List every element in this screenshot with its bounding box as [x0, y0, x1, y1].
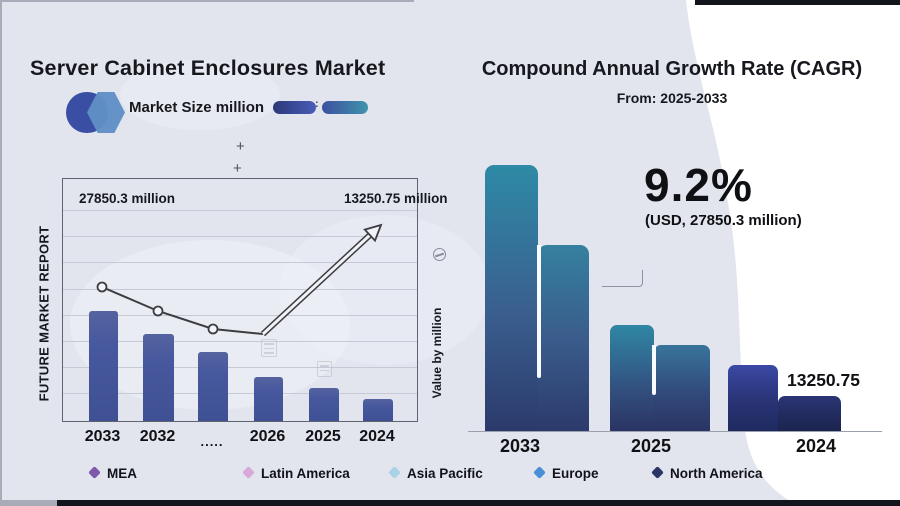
plus-decoration: +: [233, 160, 242, 177]
frame-bottom-bar: [0, 500, 900, 506]
gridline: [63, 393, 417, 395]
gridline: [63, 210, 417, 211]
cagr-year-label-2024: 2024: [795, 436, 837, 456]
cagr-year-label-2033: 2033: [499, 436, 541, 456]
minus-circle-icon: [433, 248, 446, 261]
frame-top-right-bar: [695, 0, 900, 5]
frame-bottom-left-segment: [0, 500, 57, 506]
ratio-separator: :: [315, 98, 319, 110]
cagr-bar-b-2025: [654, 344, 710, 431]
cagr-bar-b-2024: [778, 396, 841, 431]
gridline: [63, 288, 417, 290]
cagr-title: Compound Annual Growth Rate (CAGR): [481, 58, 863, 80]
bar-gap-notch: [652, 344, 656, 395]
cagr-value: 9.2%: [644, 159, 753, 211]
ratio-pill-teal: [322, 101, 368, 114]
value-axis-label: Value by million: [430, 307, 444, 399]
annotation-top-right: 13250.75 million: [344, 191, 448, 206]
gridline: [63, 314, 417, 316]
bar-2025: [309, 388, 339, 421]
cagr-bar-b-2033: [538, 244, 589, 431]
cagr-year-label-2025: 2025: [630, 436, 672, 456]
gridline: [63, 236, 417, 238]
x-axis-label-2033: 2033: [84, 428, 121, 445]
bar-2032: [143, 334, 174, 421]
corner-line-decoration: [602, 270, 643, 287]
cagr-note: (USD, 27850.3 million): [645, 212, 802, 229]
cagr-axis-line: [468, 431, 882, 433]
legend-label: MEA: [107, 466, 137, 481]
cagr-subtitle: From: 2025-2033: [616, 90, 728, 106]
bar-2033: [89, 311, 118, 421]
legend-diamond-icon: [651, 466, 664, 479]
legend-label: North America: [670, 466, 763, 481]
market-size-label: Market Size million: [129, 99, 265, 116]
legend-label: Europe: [552, 466, 599, 481]
watermark-icon: [261, 339, 277, 357]
frame-top-edge: [0, 0, 414, 2]
bar-gap-notch: [536, 244, 541, 378]
frame-left-edge: [0, 0, 2, 500]
x-axis-label-2025: 2025: [305, 428, 341, 445]
annotation-top-left: 27850.3 million: [79, 191, 176, 206]
legend-diamond-icon: [388, 466, 401, 479]
cagr-2024-value-label: 13250.75: [787, 370, 860, 390]
legend-diamond-icon: [88, 466, 101, 479]
market-size-icon: [66, 92, 128, 133]
x-axis-label-2032: 2032: [139, 428, 176, 445]
cagr-bar-a-2025: [610, 324, 654, 431]
plus-decoration: +: [236, 138, 245, 155]
ratio-pill-dark: [273, 101, 316, 114]
legend-diamond-icon: [242, 466, 255, 479]
report-watermark-vertical: FUTURE MARKET REPORT: [36, 225, 52, 402]
legend-diamond-icon: [533, 466, 546, 479]
trend-line-overlay: [96, 223, 383, 337]
bar-2026: [254, 377, 283, 421]
gridline: [63, 367, 417, 369]
legend-label: Latin America: [261, 466, 350, 481]
bar-2024: [363, 399, 393, 421]
x-axis-label-2026: 2026: [249, 428, 286, 445]
cagr-bar-a-2033: [485, 165, 538, 431]
bar-.....: [198, 351, 228, 421]
gridline: [63, 262, 417, 264]
page-title: Server Cabinet Enclosures Market: [30, 56, 386, 80]
gridline: [63, 341, 417, 342]
legend-label: Asia Pacific: [407, 466, 483, 481]
x-axis-label-2024: 2024: [359, 428, 395, 445]
x-axis-label-.....: .....: [200, 434, 224, 449]
market-size-chart-panel: 27850.3 million 13250.75 million: [62, 178, 448, 422]
watermark-icon: [317, 361, 332, 377]
cagr-bar-a-2024: [728, 364, 778, 431]
